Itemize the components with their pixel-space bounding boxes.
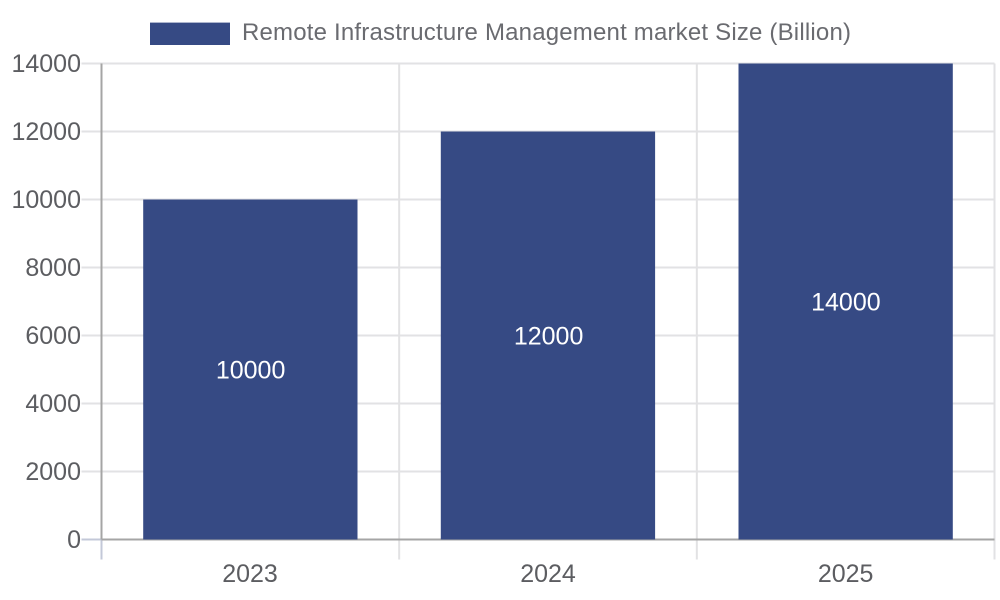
svg-text:2024: 2024 — [520, 560, 576, 588]
svg-text:4000: 4000 — [25, 390, 81, 418]
svg-text:14000: 14000 — [11, 50, 81, 78]
svg-text:0: 0 — [67, 526, 81, 554]
svg-text:2000: 2000 — [25, 458, 81, 486]
svg-text:10000: 10000 — [216, 357, 286, 385]
svg-text:12000: 12000 — [11, 118, 81, 146]
svg-text:12000: 12000 — [514, 323, 584, 351]
svg-text:Remote Infrastructure Manageme: Remote Infrastructure Management market … — [242, 19, 851, 46]
svg-text:2023: 2023 — [222, 560, 278, 588]
svg-text:8000: 8000 — [25, 254, 81, 282]
svg-text:6000: 6000 — [25, 322, 81, 350]
svg-text:10000: 10000 — [11, 186, 81, 214]
svg-text:2025: 2025 — [818, 560, 874, 588]
svg-text:14000: 14000 — [811, 289, 881, 317]
